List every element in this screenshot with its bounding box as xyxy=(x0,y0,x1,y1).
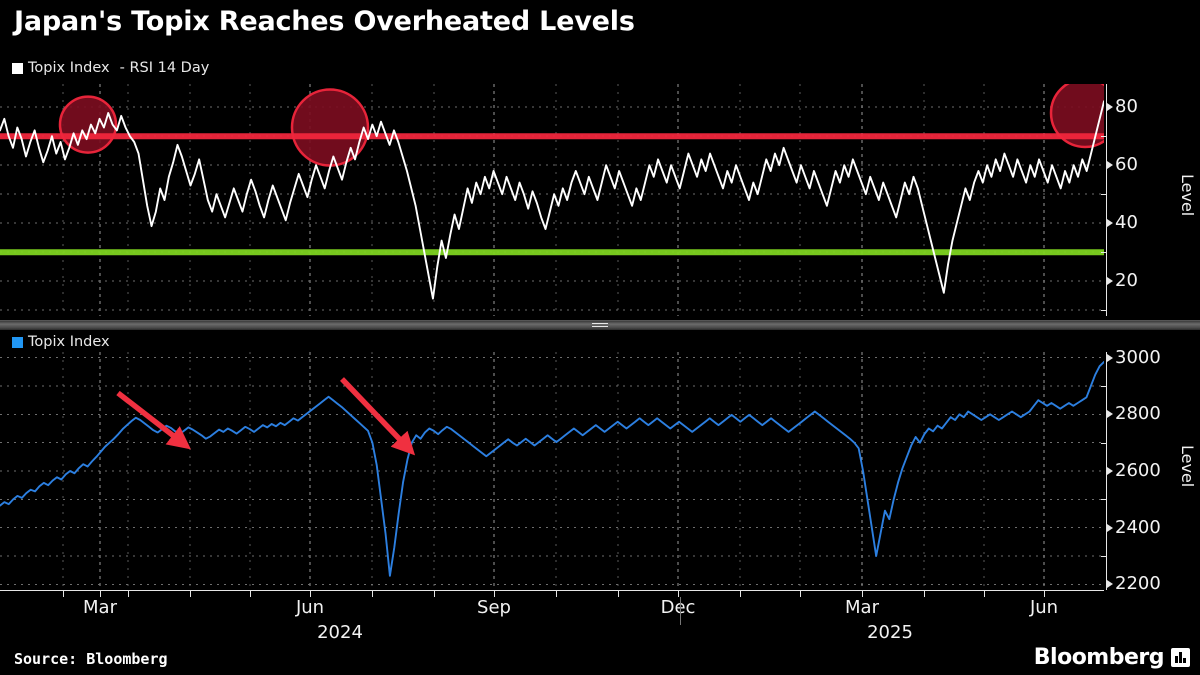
rsi-y-tick-label: 80 xyxy=(1115,96,1138,118)
x-axis-tick-label: Mar xyxy=(83,597,117,618)
rsi-y-axis-title: Level xyxy=(1178,174,1197,217)
rsi-y-axis-line xyxy=(1106,84,1107,316)
price-y-tick-label: 2400 xyxy=(1115,516,1161,538)
x-axis-tick xyxy=(100,591,101,597)
x-axis-tick xyxy=(250,591,251,597)
rsi-y-tick-label: 20 xyxy=(1115,270,1138,292)
price-y-minor-tick xyxy=(1101,443,1106,444)
rsi-y-tick-arrow xyxy=(1107,161,1113,170)
splitter-grip-icon[interactable] xyxy=(592,323,608,328)
price-y-tick-arrow xyxy=(1107,580,1113,589)
x-axis-tick xyxy=(190,591,191,597)
x-axis-tick xyxy=(434,591,435,597)
x-axis-tick-label: Jun xyxy=(1029,597,1059,618)
legend-rsi-panel: Topix Index - RSI 14 Day xyxy=(12,60,209,76)
legend-label-topix-index-price: Topix Index xyxy=(28,334,110,350)
x-axis-tick xyxy=(924,591,925,597)
rsi-y-tick-label: 40 xyxy=(1115,212,1138,234)
x-axis-tick-label: Jun xyxy=(295,597,325,618)
source-note: Source: Bloomberg xyxy=(14,650,168,668)
x-axis-tick xyxy=(310,591,311,597)
price-y-tick-arrow xyxy=(1107,410,1113,419)
price-y-tick-arrow xyxy=(1107,467,1113,475)
rsi-chart-panel xyxy=(0,84,1104,316)
x-axis-tick xyxy=(800,591,801,597)
price-y-minor-tick xyxy=(1101,556,1106,557)
price-plot xyxy=(0,352,1104,590)
x-axis-tick xyxy=(678,591,679,597)
x-axis-tick xyxy=(556,591,557,597)
price-y-minor-tick xyxy=(1101,386,1106,387)
rsi-plot xyxy=(0,84,1104,316)
annotation-circle xyxy=(1049,84,1104,149)
rsi-y-tick-arrow xyxy=(1107,219,1113,228)
price-y-tick-arrow xyxy=(1107,353,1113,362)
legend-label-topix-index: Topix Index xyxy=(28,60,110,76)
annotation-circle xyxy=(58,95,118,154)
rsi-y-minor-tick xyxy=(1101,252,1106,253)
price-y-tick-arrow xyxy=(1107,523,1113,532)
legend-swatch-topix-index xyxy=(12,336,23,348)
x-axis-line xyxy=(0,590,1104,591)
bloomberg-wordmark: Bloomberg xyxy=(1033,645,1165,670)
price-y-minor-tick xyxy=(1101,499,1106,500)
price-y-axis-title: Level xyxy=(1178,445,1197,488)
rsi-y-minor-tick xyxy=(1101,310,1106,311)
price-y-tick-label: 2600 xyxy=(1115,460,1161,481)
series-line xyxy=(0,100,1104,300)
x-axis-tick-label: Dec xyxy=(660,597,696,618)
x-axis-tick xyxy=(494,591,495,597)
x-axis-tick xyxy=(1044,591,1045,597)
rsi-y-minor-tick xyxy=(1101,136,1106,137)
x-axis-tick xyxy=(128,591,129,597)
price-y-tick-label: 2800 xyxy=(1115,403,1161,425)
rsi-y-minor-tick xyxy=(1101,194,1106,195)
panel-splitter[interactable] xyxy=(0,320,1200,330)
rsi-y-tick-label: 60 xyxy=(1115,154,1138,176)
x-axis-tick-label: Mar xyxy=(845,597,879,618)
page-title: Japan's Topix Reaches Overheated Levels xyxy=(14,6,635,37)
x-axis-tick xyxy=(372,591,373,597)
x-axis-tick xyxy=(740,591,741,597)
x-axis-year-label: 2024 xyxy=(317,622,363,643)
legend-price-panel: Topix Index xyxy=(12,334,110,350)
price-y-tick-label: 3000 xyxy=(1115,346,1161,368)
rsi-y-tick-arrow xyxy=(1107,277,1113,286)
rsi-y-tick-arrow xyxy=(1107,103,1113,112)
price-y-tick-label: 2200 xyxy=(1115,573,1161,595)
price-y-axis-line xyxy=(1106,352,1107,590)
x-axis-year-label: 2025 xyxy=(867,622,913,643)
x-axis-tick-label: Sep xyxy=(477,597,511,618)
x-axis-tick xyxy=(862,591,863,597)
x-axis-tick xyxy=(984,591,985,597)
bloomberg-logo: Bloomberg xyxy=(1034,645,1190,670)
bar-chart-icon xyxy=(1171,648,1190,667)
x-axis-tick xyxy=(618,591,619,597)
x-axis-tick xyxy=(63,591,64,597)
legend-label-rsi-14-day: - RSI 14 Day xyxy=(119,60,210,76)
series-line xyxy=(0,360,1104,577)
price-chart-panel xyxy=(0,352,1104,590)
legend-swatch-topix-rsi xyxy=(12,62,23,74)
x-axis-year-divider xyxy=(680,597,681,625)
